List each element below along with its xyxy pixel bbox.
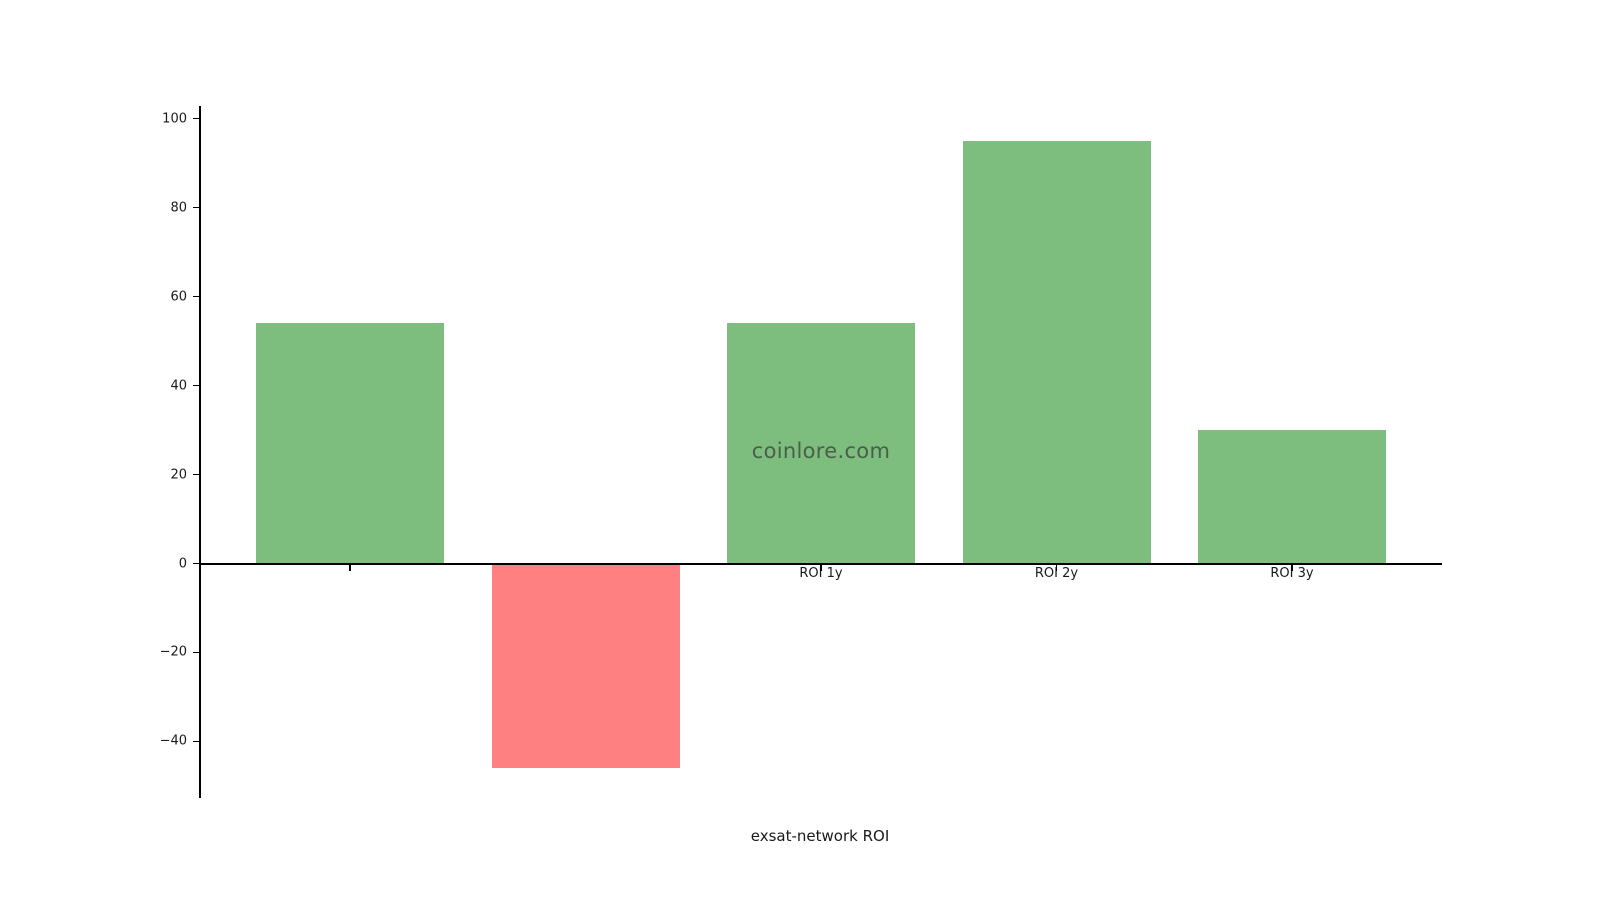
y-tick-label: 0 <box>178 556 187 571</box>
y-tick-label: −20 <box>159 644 187 660</box>
bar-category-0 <box>256 323 444 564</box>
y-tick-mark <box>193 384 200 387</box>
x-tick-mark <box>349 563 351 571</box>
x-axis-title: exsat-network ROI <box>750 827 890 845</box>
x-tick-label: ROI 1y <box>799 565 843 581</box>
bar-category-1 <box>491 563 680 769</box>
y-tick-mark <box>193 206 200 209</box>
bar-roi-1y <box>727 323 915 564</box>
x-tick-mark <box>1291 563 1293 571</box>
y-tick-mark <box>193 473 200 476</box>
x-tick-mark <box>1055 563 1058 571</box>
y-tick-mark <box>193 117 200 120</box>
watermark-text: coinlore.com <box>751 439 891 463</box>
y-tick-mark <box>193 740 200 743</box>
y-tick-mark <box>193 651 200 654</box>
y-tick-label: 80 <box>170 200 187 216</box>
x-tick-label: ROI 3y <box>1270 565 1314 581</box>
y-axis-line <box>199 106 201 798</box>
bar-roi-3y <box>1198 430 1386 564</box>
x-axis-line <box>199 563 1442 565</box>
y-tick-label: 60 <box>170 289 187 305</box>
x-tick-mark <box>820 563 822 571</box>
y-tick-label: 100 <box>162 111 187 127</box>
bar-roi-2y <box>962 140 1151 564</box>
y-tick-label: 40 <box>170 378 187 394</box>
y-tick-label: −40 <box>159 733 187 749</box>
y-tick-mark <box>193 562 200 565</box>
y-tick-mark <box>193 295 200 298</box>
y-tick-label: 20 <box>170 467 187 483</box>
x-tick-label: ROI 2y <box>1034 565 1079 581</box>
